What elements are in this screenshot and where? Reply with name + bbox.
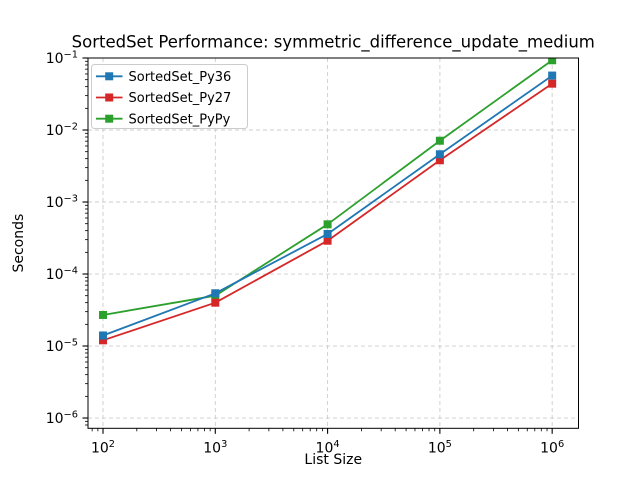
legend-box: [91, 64, 248, 129]
legend-label: SortedSet_Py27: [129, 91, 232, 106]
x-axis: [91, 428, 553, 434]
data-point-marker: [435, 150, 444, 159]
y-tick-labels: 10−110−210−310−410−510−6: [46, 49, 78, 427]
data-point-marker: [99, 331, 108, 340]
series-SortedSet_Py36: [99, 71, 557, 340]
legend-entry-SortedSet_Py36: SortedSet_Py36: [96, 70, 231, 85]
series-SortedSet_Py27: [99, 79, 557, 345]
data-point-marker: [323, 220, 332, 229]
plot-border: [87, 57, 579, 429]
chart-title: SortedSet Performance: symmetric_differe…: [72, 33, 595, 53]
data-point-marker: [548, 71, 557, 80]
legend-marker: [105, 93, 114, 102]
y-axis: [82, 57, 88, 426]
data-point-marker: [548, 58, 557, 65]
data-point-marker: [435, 156, 444, 165]
y-axis-label: Seconds: [11, 214, 27, 273]
data-point-marker: [435, 136, 444, 145]
legend-marker: [105, 72, 114, 81]
legend-entry-SortedSet_PyPy: SortedSet_PyPy: [96, 112, 231, 127]
data-point-marker: [548, 79, 557, 88]
legend-label: SortedSet_Py36: [129, 70, 232, 85]
x-axis-label: List Size: [304, 452, 362, 468]
legend-label: SortedSet_PyPy: [129, 112, 231, 127]
data-point-marker: [323, 236, 332, 245]
data-point-marker: [99, 336, 108, 345]
data-point-marker: [323, 229, 332, 238]
data-point-marker: [211, 289, 220, 298]
legend-marker: [105, 114, 114, 123]
data-point-marker: [211, 298, 220, 307]
data-point-marker: [99, 310, 108, 319]
legend: SortedSet_Py36 SortedSet_Py27 SortedSet_Py…: [91, 64, 248, 129]
legend-entry-SortedSet_Py27: SortedSet_Py27: [96, 91, 231, 106]
plot-series: [99, 58, 557, 345]
